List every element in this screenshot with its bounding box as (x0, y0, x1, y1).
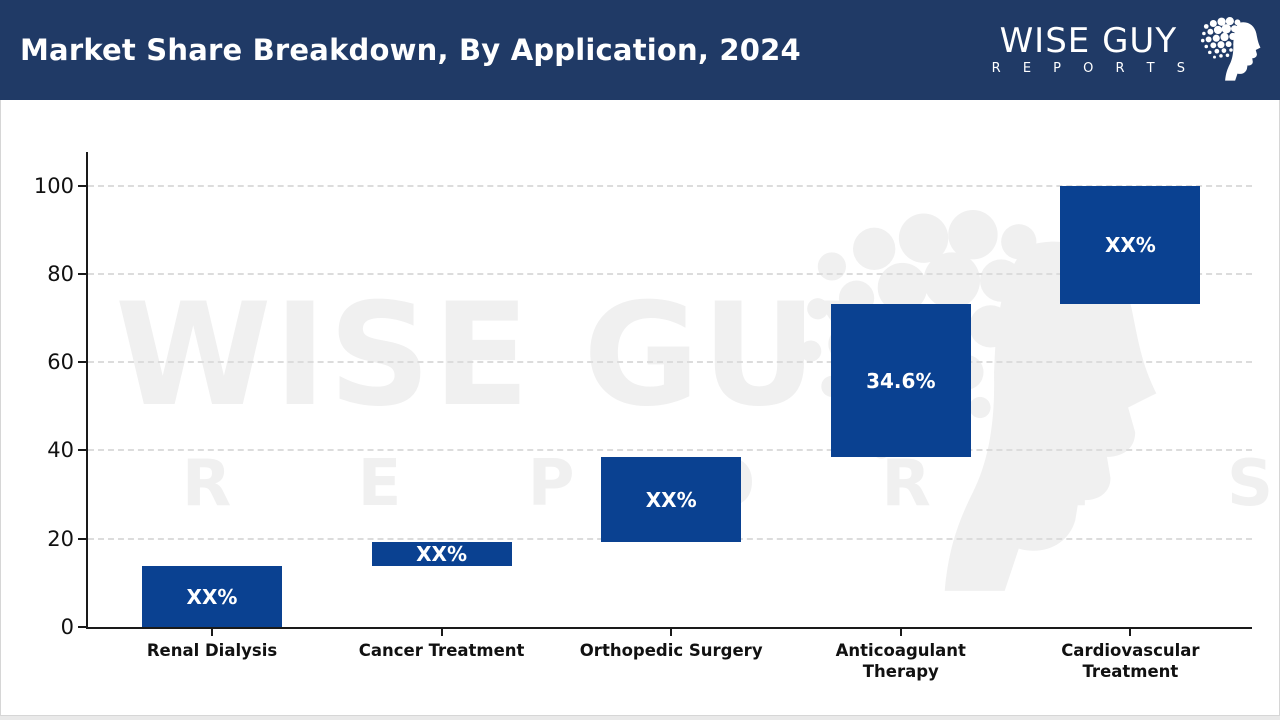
brand-name: WISE GUY (999, 20, 1178, 61)
y-tick-label-60: 60 (47, 350, 74, 375)
y-tick-60 (78, 361, 86, 364)
y-tick-label-80: 80 (47, 261, 74, 286)
brand-subtitle: R E P O R T S (991, 61, 1194, 77)
gridline-40 (88, 449, 1252, 452)
y-tick-label-20: 20 (47, 526, 74, 551)
bar-1: XX% (371, 542, 512, 567)
logo-face-icon (1200, 17, 1261, 81)
bar-value-label-0: XX% (186, 584, 238, 609)
bar-value-label-3: 34.6% (866, 368, 936, 393)
bar-4: XX% (1060, 185, 1201, 305)
bar-value-label-4: XX% (1104, 232, 1156, 257)
watermark-text-line1: WISE GUY (115, 273, 924, 438)
y-tick-100 (78, 184, 86, 187)
bar-0: XX% (142, 566, 282, 627)
brand-logo: WISE GUY R E P O R T S (983, 14, 1264, 86)
y-tick-40 (78, 449, 86, 452)
x-tick-label-4: Cardiovascular Treatment (1061, 641, 1200, 681)
x-tick-0 (211, 629, 213, 636)
page-title: Market Share Breakdown, By Application, … (20, 33, 801, 67)
x-tick-1 (440, 629, 443, 636)
header-bar: Market Share Breakdown, By Application, … (0, 0, 1280, 100)
x-tick-label-3: Anticoagulant Therapy (835, 641, 966, 681)
gridline-80 (88, 272, 1252, 275)
y-tick-80 (78, 272, 86, 275)
x-tick-3 (899, 629, 902, 636)
y-tick-0 (78, 626, 86, 628)
bar-value-label-2: XX% (645, 487, 697, 512)
x-axis-line (86, 627, 1252, 629)
x-tick-4 (1129, 629, 1132, 636)
gridline-100 (88, 184, 1252, 187)
y-tick-label-40: 40 (47, 438, 74, 463)
x-tick-2 (670, 629, 673, 636)
x-tick-label-2: Orthopedic Surgery (579, 641, 763, 660)
y-tick-label-0: 0 (60, 615, 74, 639)
brand-logo-text: WISE GUY R E P O R T S (983, 20, 1194, 77)
x-tick-label-1: Cancer Treatment (358, 641, 525, 660)
bar-3: 34.6% (830, 304, 971, 457)
y-tick-20 (78, 537, 86, 540)
bottom-edge-strip (0, 716, 1280, 720)
gridline-60 (88, 361, 1252, 364)
x-tick-label-0: Renal Dialysis (146, 641, 278, 660)
bar-value-label-1: XX% (416, 542, 468, 567)
bar-2: XX% (601, 457, 742, 543)
y-tick-label-100: 100 (33, 173, 74, 198)
y-axis-line (86, 152, 88, 629)
